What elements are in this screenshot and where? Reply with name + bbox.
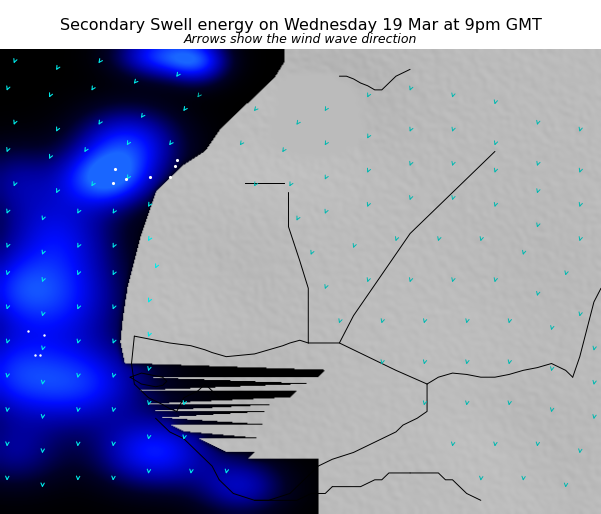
- Text: Arrows show the wind wave direction: Arrows show the wind wave direction: [184, 33, 417, 46]
- Text: Secondary Swell energy on Wednesday 19 Mar at 9pm GMT: Secondary Swell energy on Wednesday 19 M…: [59, 18, 542, 33]
